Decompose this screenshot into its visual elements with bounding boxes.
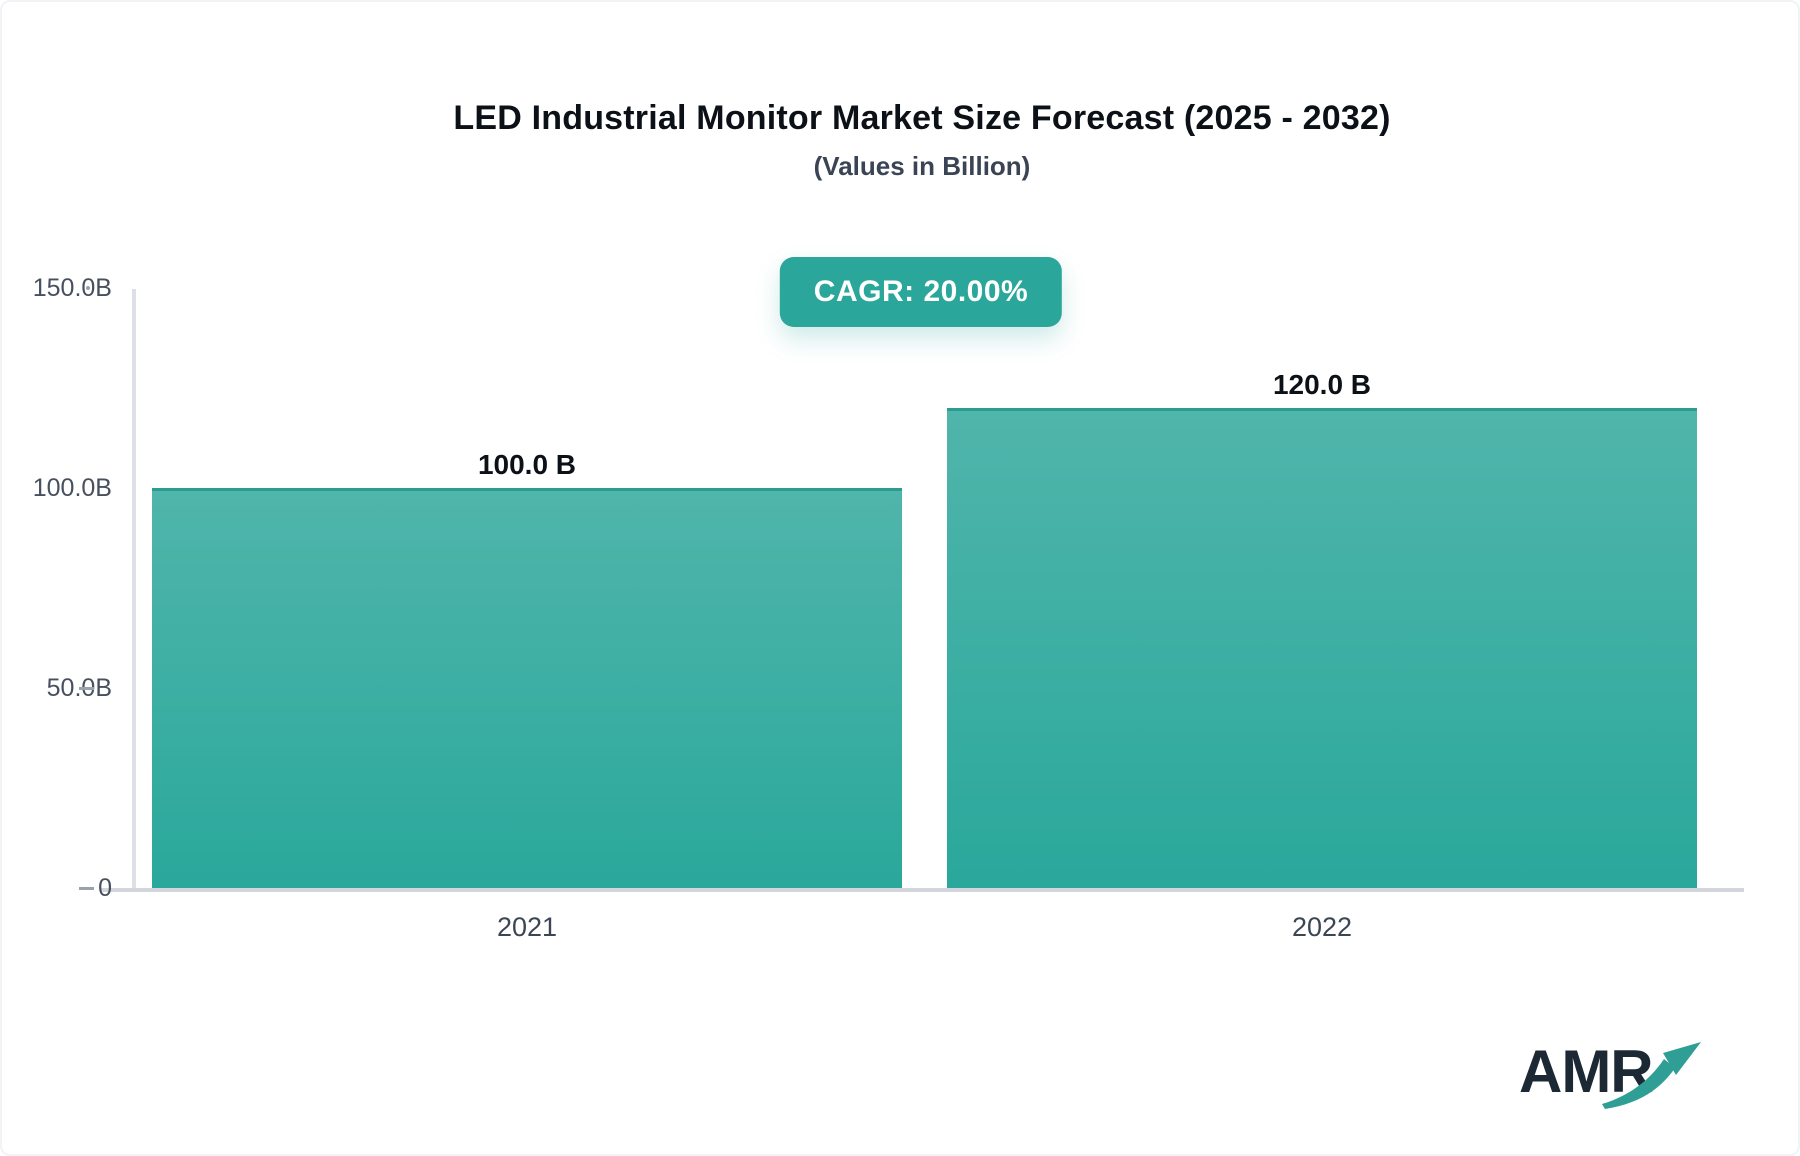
y-axis-line [132, 289, 136, 890]
cagr-badge: CAGR: 20.00% [779, 257, 1063, 327]
bar-value-label-2022: 120.0 B [1272, 369, 1372, 400]
x-axis-label-2021: 2021 [496, 912, 558, 942]
y-axis-tick-label-150: 150.0B [32, 274, 112, 302]
x-axis-label-2022: 2022 [1291, 912, 1353, 942]
y-axis-tick-mark [79, 887, 94, 890]
bar-2022[interactable] [947, 408, 1697, 888]
y-axis-tick-label-50: 50.0B [46, 674, 112, 702]
logo-arrowhead-icon [1663, 1042, 1701, 1075]
chart-title: LED Industrial Monitor Market Size Forec… [453, 99, 1391, 137]
x-axis-line [100, 888, 1744, 892]
y-axis-tick-label-100: 100.0B [32, 474, 112, 502]
amr-logo: AMR [1517, 1030, 1717, 1116]
y-axis-tick-label-0: 0 [98, 874, 112, 902]
y-axis-tick-mark [86, 286, 90, 290]
amr-logo-graphic: AMR [1519, 1038, 1701, 1109]
chart-subtitle: (Values in Billion) [813, 151, 1031, 181]
bar-2021[interactable] [152, 488, 902, 888]
y-axis-tick-mark [79, 687, 94, 690]
bar-value-label-2021: 100.0 B [477, 449, 577, 480]
cagr-badge-label: CAGR: 20.00% [813, 275, 1029, 308]
logo-arrow-swoosh-icon [1602, 1059, 1675, 1109]
